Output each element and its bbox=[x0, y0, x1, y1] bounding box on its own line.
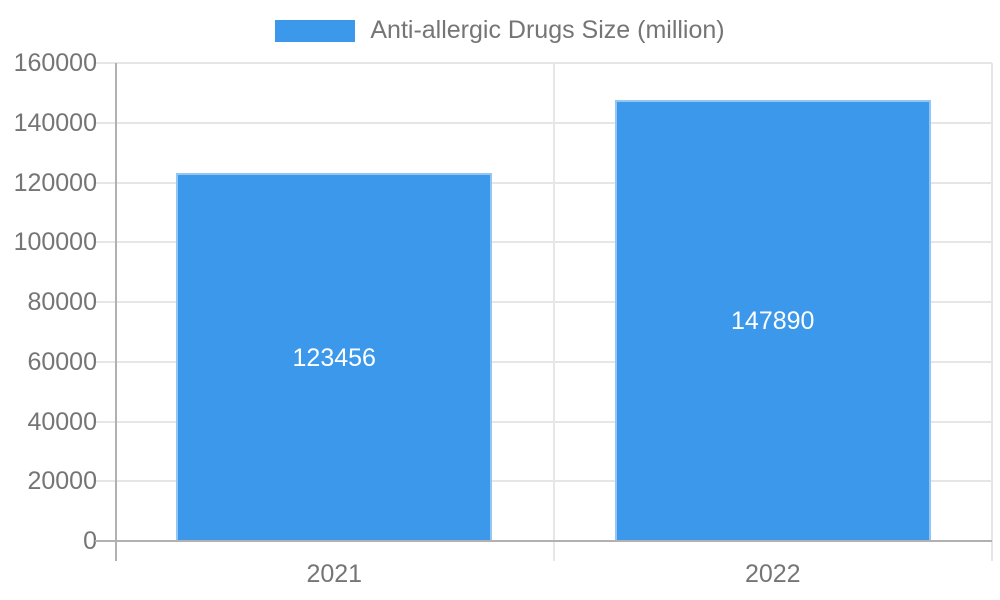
y-tick-label: 60000 bbox=[27, 347, 97, 376]
gridline bbox=[95, 241, 992, 244]
x-axis-line bbox=[95, 540, 992, 542]
y-axis-line bbox=[115, 63, 117, 561]
y-tick-label: 120000 bbox=[13, 168, 97, 197]
legend-swatch bbox=[275, 19, 356, 42]
gridline bbox=[95, 121, 992, 124]
gridline bbox=[552, 63, 555, 561]
gridline bbox=[95, 301, 992, 303]
y-tick-label: 20000 bbox=[27, 467, 97, 496]
y-tick-label: 80000 bbox=[27, 288, 97, 316]
x-tick-label: 2022 bbox=[744, 560, 801, 588]
x-tick-label: 2021 bbox=[306, 560, 363, 588]
bar-value-label: 147890 bbox=[731, 307, 815, 336]
bar-2021[interactable] bbox=[176, 173, 493, 542]
gridline bbox=[95, 360, 992, 363]
y-tick-label: 100000 bbox=[13, 228, 97, 257]
legend-label: Anti-allergic Drugs Size (million) bbox=[370, 16, 725, 44]
chart-legend[interactable]: Anti-allergic Drugs Size (million) bbox=[0, 16, 1000, 45]
plot-area: 123456 147890 bbox=[95, 62, 993, 561]
y-tick-label: 0 bbox=[83, 527, 97, 555]
y-tick-label: 140000 bbox=[13, 108, 97, 137]
gridline bbox=[95, 420, 992, 423]
bar-value-label: 123456 bbox=[292, 343, 376, 372]
y-tick-label: 160000 bbox=[13, 49, 97, 77]
gridline bbox=[991, 63, 993, 561]
bar-2022[interactable] bbox=[614, 100, 931, 542]
gridline bbox=[95, 62, 992, 64]
y-tick-label: 40000 bbox=[27, 407, 97, 436]
gridline bbox=[95, 181, 992, 184]
gridline bbox=[95, 480, 992, 483]
